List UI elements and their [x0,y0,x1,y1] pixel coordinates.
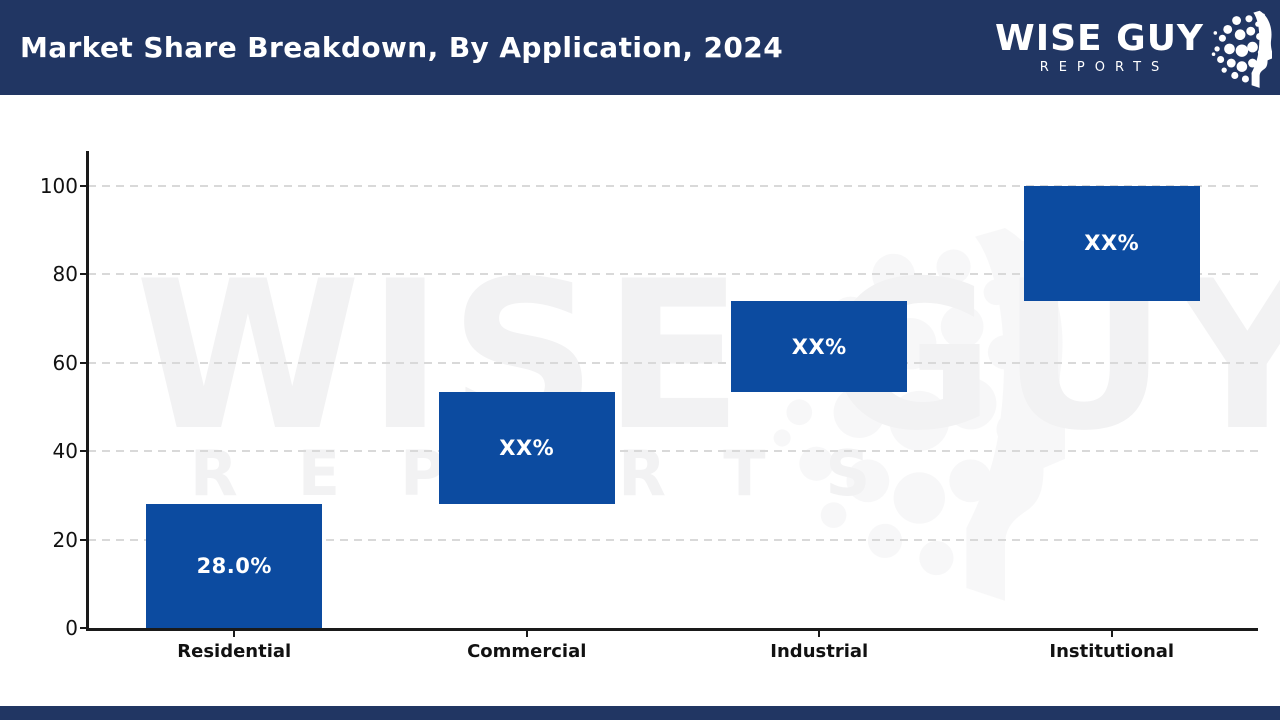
plot: 0 20 40 60 80 100 28.0% Residential XX% Commercia… [0,95,1280,706]
logo-face-icon [1211,10,1272,88]
bar-industrial: XX% [731,300,908,393]
footer-bar [0,706,1280,720]
y-axis-tick-mark-20 [80,538,88,541]
chart-area: WISE GUY REPORTS 02040608010028.0%Reside… [0,95,1280,706]
gridline-20 [88,538,1258,541]
logo-wordmark-line1: WISE GUY [994,18,1204,60]
y-axis-tick-mark-40 [80,450,88,453]
y-axis-tick-label-20: 20 [52,527,78,552]
y-axis-tick-mark-100 [80,185,88,187]
x-axis-tick-mark-industrial [818,630,821,637]
y-axis-tick-label-40: 40 [52,439,78,464]
wise-guy-logo: WISE GUY REPORTS [995,8,1272,88]
x-axis-category-label-industrial: Industrial [770,641,869,662]
bar-value-label-residential: 28.0% [196,554,272,579]
header: Market Share Breakdown, By Application, … [0,0,1280,95]
x-axis-tick-mark-institutional [1110,630,1113,637]
x-axis-category-label-residential: Residential [177,641,292,662]
y-axis-line [86,151,89,630]
bar-value-label-institutional: XX% [1084,231,1140,256]
x-axis-tick-mark-commercial [525,630,528,637]
y-axis-tick-label-80: 80 [52,262,78,287]
bar-residential: 28.0% [146,504,323,628]
y-axis-tick-label-100: 100 [39,174,78,198]
y-axis-tick-mark-0 [80,627,88,629]
x-axis-category-label-commercial: Commercial [467,641,587,662]
page-title: Market Share Breakdown, By Application, … [20,31,784,64]
bar-value-label-commercial: XX% [499,436,555,461]
logo-wordmark: WISE GUY REPORTS [995,20,1204,75]
y-axis-tick-label-0: 0 [65,616,78,640]
logo-wordmark-line2: REPORTS [1039,59,1170,75]
bar-value-label-industrial: XX% [791,334,847,359]
y-axis-tick-mark-80 [80,273,88,276]
gridline-60 [88,361,1258,364]
x-axis-tick-mark-residential [233,630,236,637]
bar-commercial: XX% [438,392,615,505]
x-axis-category-label-institutional: Institutional [1049,641,1175,662]
bar-institutional: XX% [1023,186,1200,301]
y-axis-tick-mark-60 [80,361,88,364]
gridline-80 [88,273,1258,276]
y-axis-tick-label-60: 60 [52,350,78,375]
gridline-40 [88,450,1258,453]
x-axis-line [86,628,1258,631]
gridline-100 [88,185,1258,187]
